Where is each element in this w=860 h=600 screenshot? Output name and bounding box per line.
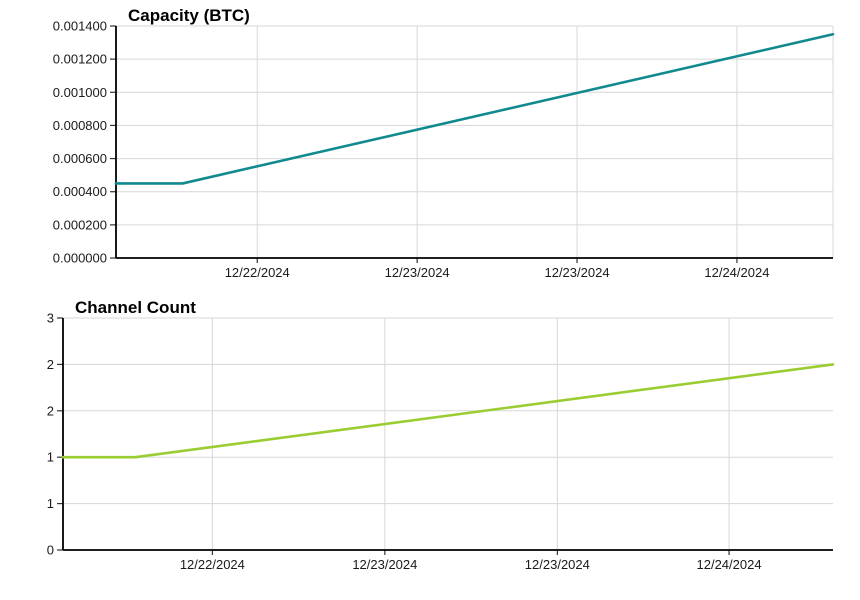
y-tick-label: 1 [47, 496, 54, 511]
capacity-chart: 0.001400 0.001200 0.001000 0.000800 0.000600… [53, 19, 835, 280]
y-tick-label: 0 [47, 543, 54, 558]
x-tick-label: 12/24/2024 [697, 557, 762, 572]
x-tick-label: 12/23/2024 [352, 557, 417, 572]
y-tick-label: 0.000400 [53, 184, 107, 199]
y-tick-label: 3 [47, 311, 54, 326]
y-tick-label: 0.000000 [53, 251, 107, 266]
x-tick-label: 12/24/2024 [704, 265, 769, 280]
y-tick-label: 0.001200 [53, 52, 107, 67]
x-tick-label: 12/23/2024 [525, 557, 590, 572]
capacity-chart-title: Capacity (BTC) [128, 6, 250, 25]
y-tick-label: 2 [47, 403, 54, 418]
y-tick-label: 0.001400 [53, 19, 107, 34]
y-tick-label: 2 [47, 357, 54, 372]
channel-count-chart: 3 2 2 1 1 0 12/22/2024 12/23/2024 12/23/2024 12/2… [47, 311, 835, 572]
x-tick-label: 12/22/2024 [180, 557, 245, 572]
channel-count-series-line [61, 363, 835, 459]
x-tick-label: 12/23/2024 [544, 265, 609, 280]
y-tick-label: 0.000600 [53, 151, 107, 166]
y-tick-label: 0.000800 [53, 118, 107, 133]
x-tick-label: 12/23/2024 [385, 265, 450, 280]
x-tick-label: 12/22/2024 [225, 265, 290, 280]
y-tick-label: 0.001000 [53, 85, 107, 100]
channel-count-chart-title: Channel Count [75, 298, 196, 317]
y-tick-label: 1 [47, 450, 54, 465]
y-tick-label: 0.000200 [53, 217, 107, 232]
capacity-series-line [114, 32, 835, 185]
